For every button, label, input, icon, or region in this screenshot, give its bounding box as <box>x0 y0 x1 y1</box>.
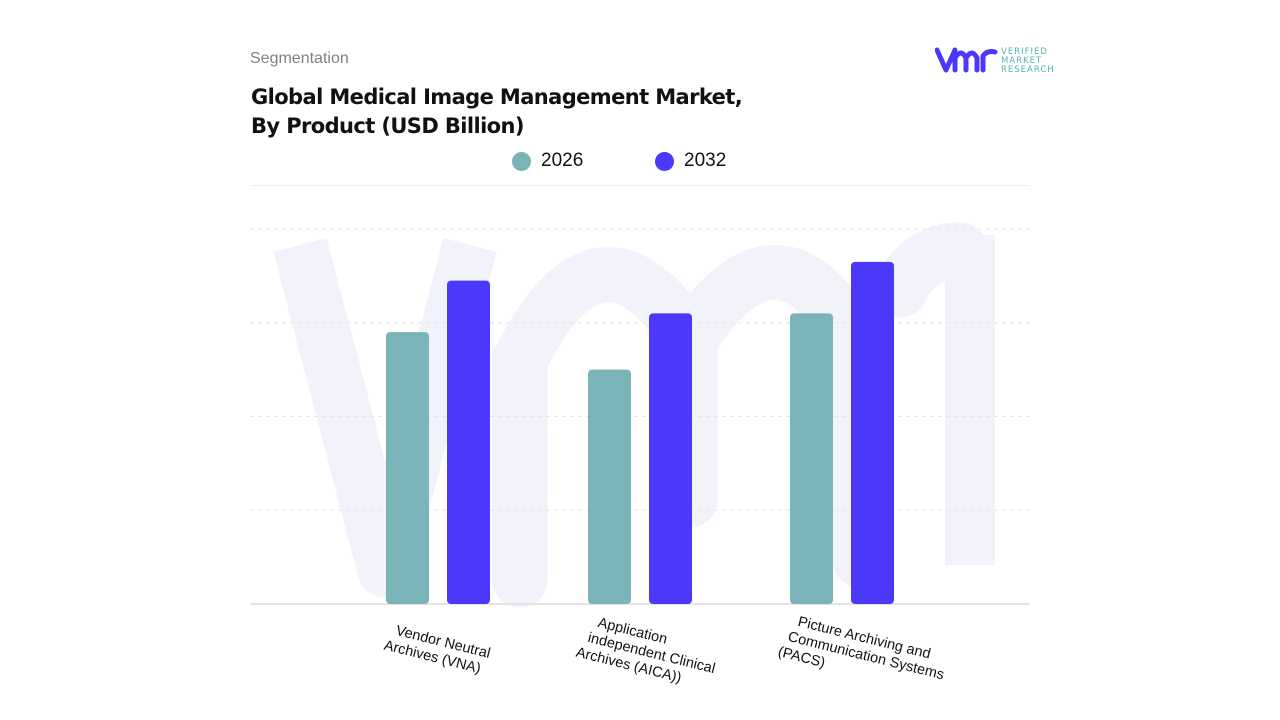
bar-2032-2 <box>851 261 894 604</box>
legend-swatch-2032 <box>655 151 674 171</box>
vmr-logo: VERIFIED MARKET RESEARCH <box>934 44 1065 76</box>
legend-label-2032: 2032 <box>684 150 727 171</box>
chart-title: Global Medical Image Management Market, … <box>251 83 743 141</box>
legend-item-2026: 2026 <box>512 150 655 172</box>
legend-swatch-2026 <box>512 151 531 171</box>
bar-2032-1 <box>649 313 692 604</box>
legend-label-2026: 2026 <box>541 150 584 171</box>
svg-text:VERIFIED: VERIFIED <box>1001 47 1048 57</box>
svg-text:RESEARCH: RESEARCH <box>1001 65 1055 75</box>
legend: 2026 2032 <box>512 150 798 172</box>
bar-2026-2 <box>790 313 833 604</box>
bar-2026-0 <box>386 332 429 604</box>
divider <box>250 185 1030 186</box>
bar-2032-0 <box>447 280 490 604</box>
chart-title-line1: Global Medical Image Management Market, <box>251 85 743 109</box>
bar-2026-1 <box>588 369 631 604</box>
legend-item-2032: 2032 <box>655 150 798 172</box>
chart-title-line2: By Product (USD Billion) <box>251 114 524 138</box>
section-label: Segmentation <box>250 50 349 67</box>
svg-text:MARKET: MARKET <box>1001 56 1042 66</box>
